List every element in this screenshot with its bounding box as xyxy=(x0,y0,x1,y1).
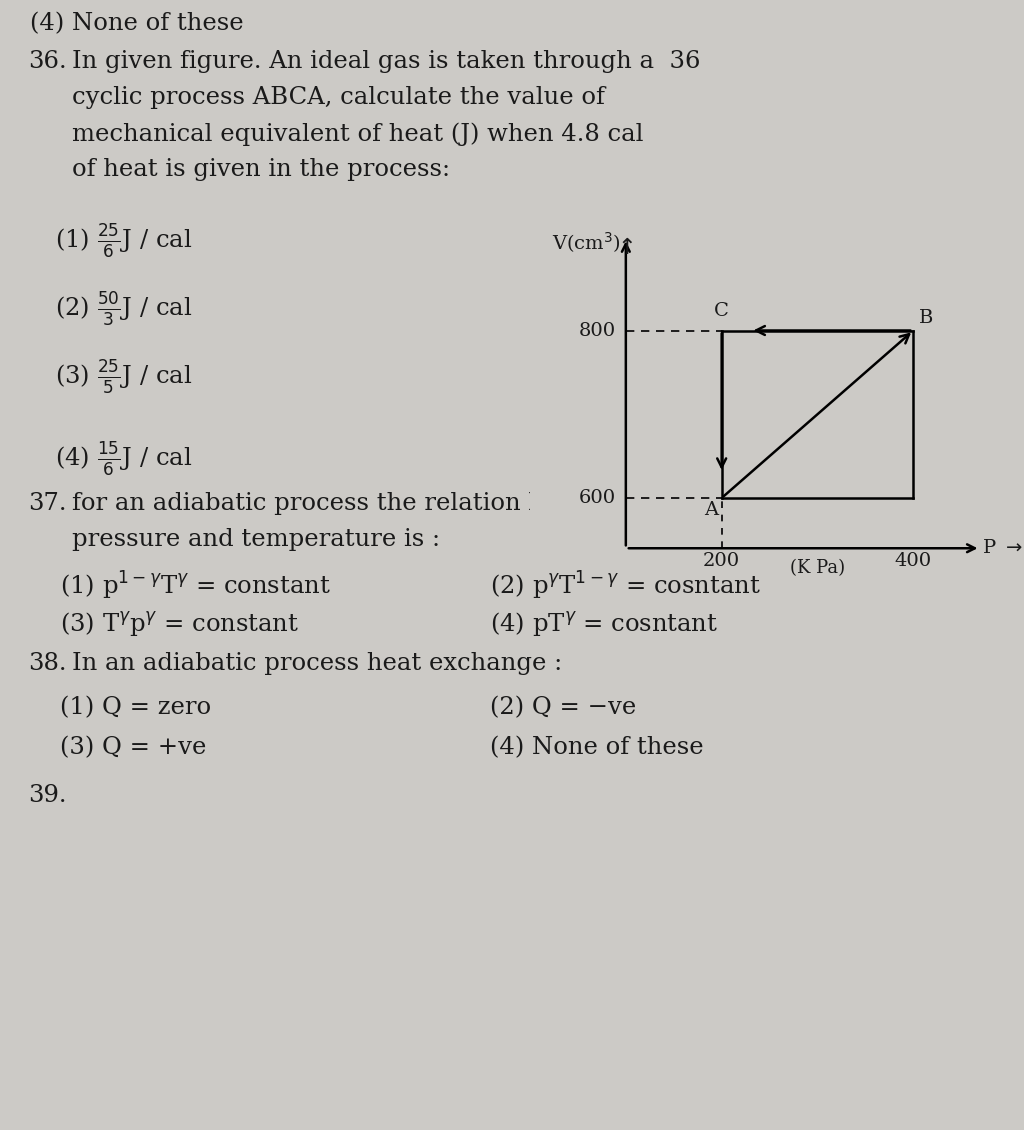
Text: In an adiabatic process heat exchange :: In an adiabatic process heat exchange : xyxy=(72,652,562,675)
Text: of heat is given in the process:: of heat is given in the process: xyxy=(72,158,451,181)
Text: (1) $\frac{25}{6}$J / cal: (1) $\frac{25}{6}$J / cal xyxy=(55,221,193,260)
Text: (2) Q = −ve: (2) Q = −ve xyxy=(490,696,636,719)
Text: (4) pT$^{\gamma}$ = cosntant: (4) pT$^{\gamma}$ = cosntant xyxy=(490,610,718,638)
Text: (3) T$^{\gamma}$p$^{\gamma}$ = constant: (3) T$^{\gamma}$p$^{\gamma}$ = constant xyxy=(60,610,299,638)
Text: (K Pa): (K Pa) xyxy=(790,559,845,577)
Text: In given figure. An ideal gas is taken through a  36: In given figure. An ideal gas is taken t… xyxy=(72,50,700,73)
Text: 400: 400 xyxy=(895,553,932,571)
Text: P $\rightarrow$: P $\rightarrow$ xyxy=(982,539,1023,557)
Text: 38.: 38. xyxy=(28,652,67,675)
Text: 37.: 37. xyxy=(28,492,67,515)
Text: pressure and temperature is :: pressure and temperature is : xyxy=(72,528,440,551)
Text: (2) $\frac{50}{3}$J / cal: (2) $\frac{50}{3}$J / cal xyxy=(55,290,193,328)
Text: for an adiabatic process the relation between: for an adiabatic process the relation be… xyxy=(72,492,634,515)
Text: 39.: 39. xyxy=(28,784,67,807)
Text: 36.: 36. xyxy=(28,50,67,73)
Text: 600: 600 xyxy=(580,489,616,507)
Text: 800: 800 xyxy=(580,322,616,339)
Text: C: C xyxy=(714,303,729,321)
Text: (1) Q = zero: (1) Q = zero xyxy=(60,696,211,719)
Text: (3) $\frac{25}{5}$J / cal: (3) $\frac{25}{5}$J / cal xyxy=(55,358,193,395)
Text: (4) None of these: (4) None of these xyxy=(30,12,244,35)
Text: mechanical equivalent of heat (J) when 4.8 cal: mechanical equivalent of heat (J) when 4… xyxy=(72,122,643,146)
Text: V(cm$^3$): V(cm$^3$) xyxy=(552,231,621,254)
Text: 200: 200 xyxy=(703,553,740,571)
Text: A: A xyxy=(703,502,718,520)
Text: (1) p$^{1-\gamma}$T$^{\gamma}$ = constant: (1) p$^{1-\gamma}$T$^{\gamma}$ = constan… xyxy=(60,570,331,602)
Text: (2) p$^{\gamma}$T$^{1-\gamma}$ = cosntant: (2) p$^{\gamma}$T$^{1-\gamma}$ = cosntan… xyxy=(490,570,761,602)
Text: cyclic process ABCA, calculate the value of: cyclic process ABCA, calculate the value… xyxy=(72,86,605,108)
Text: (4) None of these: (4) None of these xyxy=(490,736,703,759)
Text: B: B xyxy=(920,310,934,328)
Text: $\uparrow$: $\uparrow$ xyxy=(612,236,633,259)
Text: (3) Q = +ve: (3) Q = +ve xyxy=(60,736,207,759)
Text: (4) $\frac{15}{6}$J / cal: (4) $\frac{15}{6}$J / cal xyxy=(55,440,193,478)
